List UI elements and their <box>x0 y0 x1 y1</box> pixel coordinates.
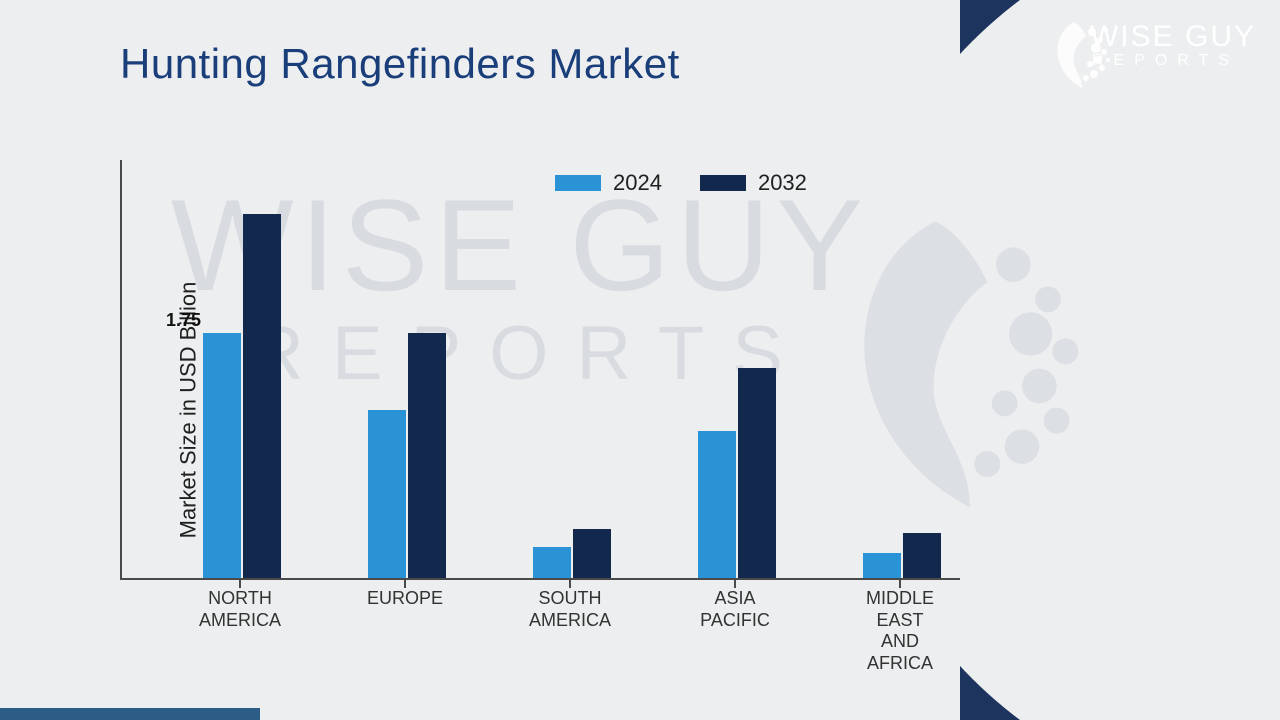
brand-line2: REPORTS <box>1090 52 1256 70</box>
x-tick <box>404 580 406 588</box>
brand-line1: WISE GUY <box>1090 20 1256 54</box>
legend: 2024 2032 <box>555 170 807 196</box>
legend-label-2024: 2024 <box>613 170 662 196</box>
bar-group <box>492 529 652 578</box>
bar <box>903 533 941 578</box>
legend-label-2032: 2032 <box>758 170 807 196</box>
bar-group <box>162 214 322 578</box>
x-tick <box>734 580 736 588</box>
bar <box>368 410 406 578</box>
x-axis-labels: NORTH AMERICAEUROPESOUTH AMERICAASIA PAC… <box>120 588 960 678</box>
chart-area: Market Size in USD Billion 1.75 NORTH AM… <box>60 160 960 660</box>
bar <box>863 553 901 578</box>
legend-item-2032: 2032 <box>700 170 807 196</box>
bar-group <box>657 368 817 578</box>
legend-swatch-2024 <box>555 175 601 191</box>
plot-area: 1.75 <box>120 160 960 580</box>
x-tick <box>899 580 901 588</box>
x-axis-label: EUROPE <box>325 588 485 610</box>
x-axis-label: NORTH AMERICA <box>160 588 320 631</box>
bar <box>243 214 281 578</box>
bar <box>698 431 736 578</box>
bar <box>533 547 571 578</box>
chart-title: Hunting Rangefinders Market <box>120 40 680 88</box>
brand-logo: WISE GUY REPORTS <box>1090 20 1256 70</box>
x-tick <box>569 580 571 588</box>
bar <box>203 333 241 578</box>
bar <box>573 529 611 578</box>
bottom-accent-bar <box>0 708 260 720</box>
legend-item-2024: 2024 <box>555 170 662 196</box>
x-tick <box>239 580 241 588</box>
bar-group <box>822 533 982 578</box>
bar-group <box>327 333 487 578</box>
x-axis-label: ASIA PACIFIC <box>655 588 815 631</box>
bar <box>738 368 776 578</box>
bar <box>408 333 446 578</box>
x-axis-label: MIDDLE EAST AND AFRICA <box>820 588 980 674</box>
x-axis-label: SOUTH AMERICA <box>490 588 650 631</box>
chart-canvas: WISE GUY REPORTS WISE GUY REPORTS Huntin… <box>0 0 1280 720</box>
legend-swatch-2032 <box>700 175 746 191</box>
